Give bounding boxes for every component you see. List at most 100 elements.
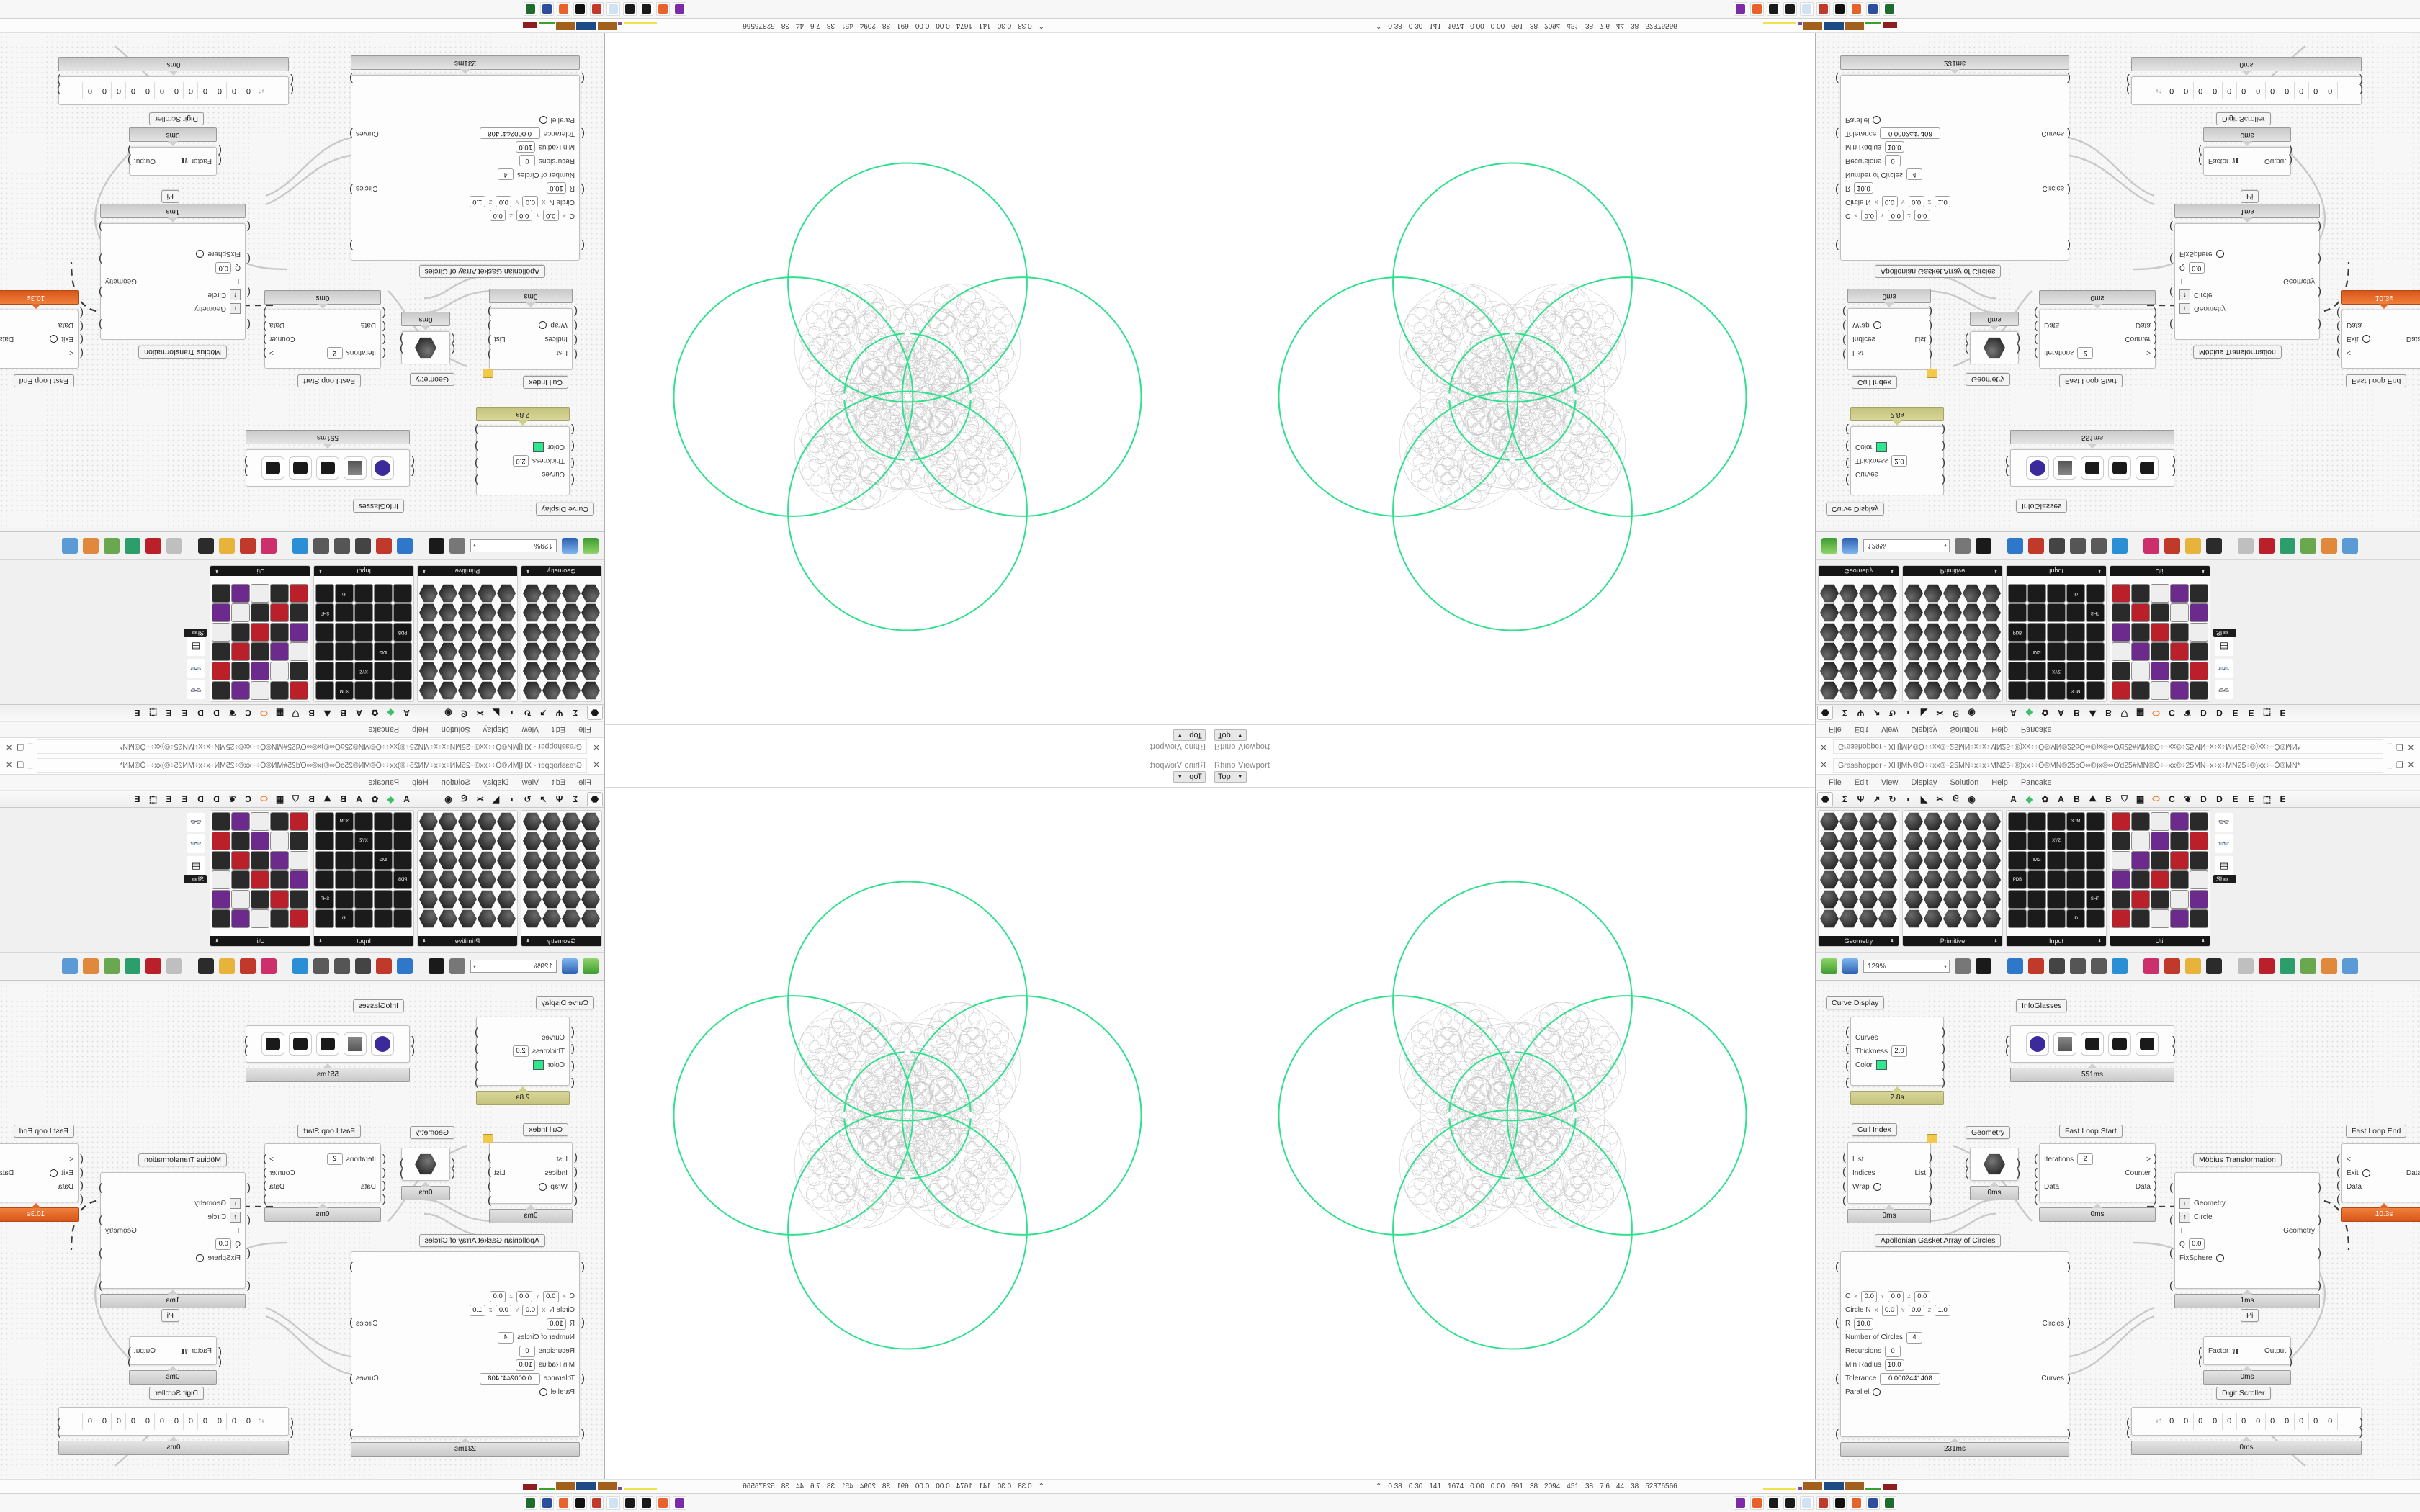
param-value-field[interactable]: 0.0 [1914, 210, 1930, 222]
component-icon[interactable] [2151, 681, 2169, 700]
save-disk-icon[interactable] [562, 958, 578, 974]
ribbon-tab-A[interactable]: A [2010, 708, 2017, 719]
infoglasses-toggle-list-icon[interactable] [371, 456, 394, 480]
input-port[interactable] [568, 441, 575, 451]
taskbar-flag-icon[interactable] [573, 2, 587, 16]
crosshair-icon[interactable] [2185, 958, 2201, 974]
component-icon[interactable] [2027, 812, 2046, 831]
component-icon[interactable] [231, 623, 250, 642]
component-icon[interactable] [2131, 832, 2150, 850]
taskbar-firefox-icon[interactable] [1750, 1496, 1764, 1510]
chevron-down-icon[interactable]: ▾ [473, 542, 477, 549]
component-icon[interactable] [1963, 832, 1981, 850]
component-icon[interactable] [251, 812, 269, 831]
component-icon[interactable] [290, 890, 308, 909]
ribbon-tab-grid-icon[interactable]: ▦ [2136, 793, 2145, 804]
component-icon[interactable] [1904, 812, 1923, 831]
component-icon[interactable] [1859, 642, 1878, 661]
ribbon-tab-C[interactable]: C [245, 793, 251, 804]
save-disk-icon[interactable] [562, 538, 578, 554]
input-port[interactable] [578, 1374, 585, 1384]
chevron-up-icon[interactable]: ⌃ [1376, 22, 1382, 30]
component-icon[interactable] [458, 832, 477, 850]
component-icon[interactable] [393, 851, 412, 870]
component-icon[interactable] [439, 662, 457, 680]
ribbon-tab-arrow-icon[interactable]: ↗ [1873, 793, 1881, 804]
ribbon-tab-sigma-icon[interactable]: Σ [572, 708, 578, 719]
component-icon[interactable] [2047, 909, 2066, 928]
digit-cell[interactable]: 0 [2309, 1413, 2323, 1430]
chevron-down-icon[interactable]: ⬍ [1994, 568, 1998, 573]
infoglasses-toggle-stack-icon[interactable] [289, 456, 312, 480]
component-icon[interactable] [523, 890, 542, 909]
output-port[interactable] [2067, 1318, 2074, 1328]
component-icon[interactable] [2047, 890, 2066, 909]
component-icon[interactable] [2027, 662, 2046, 680]
taskbar-maze-icon[interactable] [1767, 2, 1780, 16]
input-port[interactable] [243, 253, 251, 264]
open-folder-icon[interactable] [583, 958, 599, 974]
input-port[interactable] [243, 221, 251, 231]
extrude-icon[interactable] [376, 538, 392, 554]
ribbon-tab-arrow-icon[interactable]: ↗ [539, 708, 547, 719]
component-icon[interactable]: PDB [393, 623, 412, 642]
component-icon[interactable] [1820, 851, 1839, 870]
component-icon[interactable] [458, 681, 477, 700]
ribbon-tab-dots-icon[interactable]: ⬚ [2262, 793, 2272, 804]
component-icon[interactable] [542, 812, 561, 831]
input-port[interactable] [578, 1318, 585, 1328]
output-port[interactable] [259, 307, 266, 318]
component-icon[interactable] [374, 584, 393, 603]
component-icon[interactable] [231, 603, 250, 622]
rhino-canvas[interactable] [605, 788, 1210, 1512]
output-port[interactable] [124, 1357, 131, 1367]
input-port[interactable] [2169, 287, 2177, 297]
node-body[interactable]: List Indices List Wrap [1847, 308, 1937, 378]
node-body[interactable]: Iterations 2 > Counter Data Data [2034, 1143, 2157, 1204]
minimize-icon[interactable]: _ [2387, 743, 2392, 752]
ribbon-tab-spiral-icon[interactable]: ᘓ [461, 793, 467, 804]
output-port[interactable] [2154, 321, 2161, 331]
input-port[interactable] [215, 1357, 222, 1367]
ribbon-tab-strip[interactable]: ⬣ Σ Ψ ↗ ↻ ◗ ◣ ✂ ᘓ ◉ A ◆ ✿ A B ⛰ B ⛉ ▦ ⬭ C ❦ D D E E ⬚ E [1816, 791, 2420, 808]
input-port[interactable] [76, 1194, 84, 1205]
output-port[interactable] [484, 335, 491, 345]
node-body[interactable] [401, 1148, 450, 1181]
component-icon[interactable] [1904, 662, 1923, 680]
component-icon[interactable] [1904, 870, 1923, 889]
component-icon[interactable] [315, 909, 334, 928]
component-icon[interactable] [2151, 909, 2169, 928]
input-port[interactable] [570, 1196, 578, 1206]
infoglasses-toggle-glasses-icon[interactable] [316, 456, 339, 480]
node-body[interactable]: List Indices List Wrap [1842, 1134, 1937, 1205]
boolean-toggle-knob[interactable] [1873, 321, 1881, 330]
ribbon-group-caption[interactable]: Geometry ⬍ [521, 936, 601, 946]
component-icon[interactable] [1859, 662, 1878, 680]
ribbon-tab-E[interactable]: E [2232, 793, 2238, 804]
component-icon[interactable] [1982, 681, 2001, 700]
digit-cell[interactable]: 0 [2208, 1413, 2223, 1430]
component-icon[interactable] [581, 851, 600, 870]
component-icon[interactable] [1963, 662, 1981, 680]
component-icon[interactable] [2008, 603, 2027, 622]
digit-cell[interactable]: 0 [2308, 82, 2323, 99]
component-icon[interactable] [1859, 890, 1878, 909]
component-icon[interactable] [2086, 832, 2105, 850]
output-port[interactable] [484, 1196, 491, 1206]
component-icon[interactable] [335, 642, 354, 661]
param-value-field[interactable]: 0 [1885, 155, 1901, 167]
output-port[interactable] [471, 424, 478, 434]
component-icon[interactable] [2131, 909, 2150, 928]
input-port[interactable] [2126, 1418, 2133, 1428]
component-icon[interactable] [1963, 851, 1981, 870]
component-icon[interactable] [374, 603, 393, 622]
ribbon-group-caption[interactable]: Geometry ⬍ [1819, 566, 1899, 576]
input-port[interactable] [2169, 253, 2177, 264]
component-icon[interactable] [270, 851, 289, 870]
component-icon[interactable] [2047, 851, 2066, 870]
input-port[interactable] [2034, 1154, 2041, 1164]
shade-b-icon[interactable] [104, 958, 120, 974]
component-icon[interactable] [354, 603, 373, 622]
component-icon[interactable] [315, 681, 334, 700]
output-port[interactable] [2017, 333, 2024, 343]
